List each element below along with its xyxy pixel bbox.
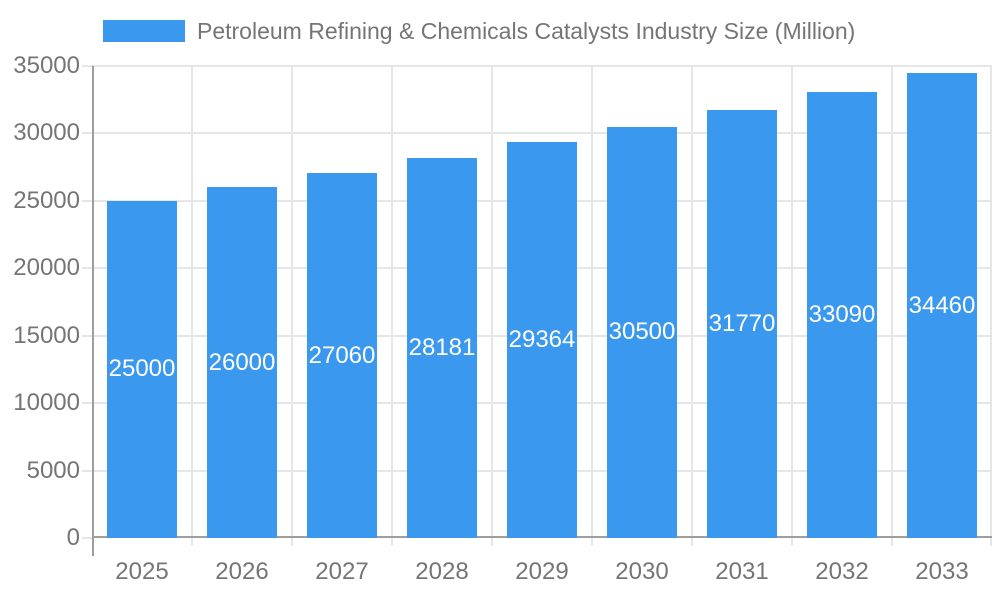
y-axis-label: 25000 bbox=[13, 186, 80, 214]
y-axis-label: 5000 bbox=[26, 456, 80, 484]
gridline-vertical bbox=[491, 66, 493, 546]
y-axis-tick bbox=[82, 469, 92, 472]
bar-2026 bbox=[207, 187, 277, 538]
plot-right-border bbox=[990, 66, 992, 546]
y-axis-tick bbox=[82, 537, 92, 539]
bar-2027 bbox=[307, 173, 377, 538]
y-axis-tick bbox=[82, 199, 92, 202]
gridline-vertical bbox=[391, 66, 393, 546]
bar-value-label: 34460 bbox=[908, 291, 976, 319]
bar-2028 bbox=[407, 157, 477, 538]
y-axis-label: 20000 bbox=[13, 254, 80, 282]
plot-area: 25000 26000 27060 28181 29364 30500 31770 33090… bbox=[82, 65, 992, 556]
gridline-vertical bbox=[291, 66, 293, 546]
y-axis-label: 30000 bbox=[13, 119, 80, 147]
chart-legend: Petroleum Refining & Chemicals Catalysts… bbox=[103, 19, 855, 43]
bar-2032 bbox=[807, 91, 877, 538]
y-axis-tick bbox=[82, 402, 92, 405]
y-axis-label: 35000 bbox=[13, 52, 80, 79]
legend-series-label: Petroleum Refining & Chemicals Catalysts… bbox=[197, 18, 856, 44]
gridline-vertical bbox=[791, 66, 793, 546]
gridline-vertical bbox=[591, 66, 593, 546]
y-axis-label: 15000 bbox=[13, 321, 80, 349]
bar-value-label: 28181 bbox=[408, 333, 476, 361]
x-axis-label: 2025 bbox=[115, 558, 169, 585]
bar-value-label: 33090 bbox=[808, 300, 876, 328]
x-axis-label: 2029 bbox=[515, 558, 569, 585]
bar-2030 bbox=[607, 126, 677, 538]
bar-value-label: 27060 bbox=[308, 341, 376, 369]
gridline-vertical bbox=[691, 66, 693, 546]
bar-value-label: 31770 bbox=[708, 309, 776, 337]
y-axis-label: 10000 bbox=[13, 389, 80, 417]
bar-2031 bbox=[707, 109, 777, 538]
bar-value-label: 26000 bbox=[208, 348, 276, 376]
y-axis-tick bbox=[82, 267, 92, 270]
bar-2025 bbox=[107, 200, 177, 538]
y-axis-tick bbox=[82, 334, 92, 337]
x-axis-label: 2028 bbox=[415, 558, 469, 585]
x-axis-label: 2026 bbox=[215, 558, 269, 585]
bar-value-label: 25000 bbox=[108, 355, 176, 383]
y-axis-tick bbox=[82, 65, 92, 67]
x-axis-label: 2027 bbox=[315, 558, 369, 585]
gridline-vertical bbox=[891, 66, 893, 546]
y-axis-label: 0 bbox=[66, 524, 80, 551]
x-axis-label: 2033 bbox=[915, 558, 969, 585]
y-axis-tick bbox=[82, 132, 92, 135]
x-axis-label: 2032 bbox=[815, 558, 869, 585]
gridline-horizontal bbox=[92, 65, 992, 67]
x-axis-label: 2031 bbox=[715, 558, 769, 585]
y-axis-line bbox=[92, 66, 94, 556]
legend-swatch-icon bbox=[103, 20, 185, 42]
bar-value-label: 29364 bbox=[508, 326, 576, 353]
bar-value-label: 30500 bbox=[608, 318, 676, 346]
x-axis-label: 2030 bbox=[615, 558, 669, 585]
gridline-horizontal bbox=[92, 132, 992, 135]
gridline-vertical bbox=[191, 66, 193, 546]
bar-2029 bbox=[507, 142, 577, 538]
bar-2033 bbox=[907, 73, 977, 538]
